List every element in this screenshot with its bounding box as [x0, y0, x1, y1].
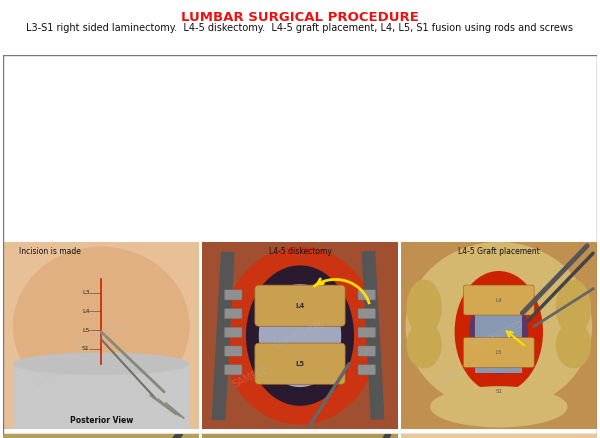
FancyBboxPatch shape	[358, 365, 376, 375]
Text: L4-5 Graft placement: L4-5 Graft placement	[458, 247, 539, 256]
FancyBboxPatch shape	[358, 327, 376, 338]
Text: COPYRIGHTED: COPYRIGHTED	[74, 320, 128, 351]
Text: L4: L4	[496, 297, 502, 303]
Ellipse shape	[455, 271, 543, 393]
Text: L5: L5	[82, 328, 89, 332]
Text: SAMPLE: SAMPLE	[430, 364, 469, 389]
Bar	[361, 251, 385, 420]
Text: COPYRIGHTED: COPYRIGHTED	[472, 320, 526, 351]
Ellipse shape	[556, 321, 591, 368]
Ellipse shape	[469, 290, 528, 374]
Ellipse shape	[13, 247, 190, 406]
FancyBboxPatch shape	[224, 365, 242, 375]
Text: L4: L4	[295, 303, 305, 309]
Text: L5: L5	[295, 361, 305, 367]
Text: S1: S1	[82, 346, 89, 351]
Text: L5: L5	[496, 350, 502, 355]
Ellipse shape	[13, 353, 190, 375]
Text: LUMBAR SURGICAL PROCEDURE: LUMBAR SURGICAL PROCEDURE	[181, 11, 419, 24]
FancyBboxPatch shape	[358, 290, 376, 300]
Ellipse shape	[246, 265, 354, 406]
FancyBboxPatch shape	[463, 338, 534, 367]
Text: Incision is made: Incision is made	[19, 247, 80, 256]
Text: L3-S1 right sided laminectomy.  L4-5 diskectomy.  L4-5 graft placement, L4, L5, : L3-S1 right sided laminectomy. L4-5 disk…	[26, 23, 574, 33]
Ellipse shape	[430, 386, 568, 427]
Bar	[212, 251, 235, 420]
FancyBboxPatch shape	[224, 290, 242, 300]
FancyBboxPatch shape	[255, 343, 345, 384]
FancyBboxPatch shape	[224, 346, 242, 356]
Text: SAMPLE: SAMPLE	[231, 364, 271, 389]
FancyBboxPatch shape	[463, 285, 534, 315]
Bar	[13, 364, 190, 429]
Ellipse shape	[556, 279, 591, 336]
Text: L4: L4	[82, 309, 89, 314]
FancyBboxPatch shape	[358, 308, 376, 319]
FancyBboxPatch shape	[255, 285, 345, 326]
Ellipse shape	[406, 242, 592, 410]
Ellipse shape	[406, 279, 442, 336]
Text: L4-5 diskectomy: L4-5 diskectomy	[269, 247, 331, 256]
Text: S1: S1	[496, 389, 502, 394]
Text: COPYRIGHTED: COPYRIGHTED	[273, 320, 327, 351]
Ellipse shape	[259, 284, 341, 387]
Text: SAMPLE: SAMPLE	[32, 364, 72, 389]
FancyBboxPatch shape	[224, 327, 242, 338]
Text: L3: L3	[82, 290, 89, 295]
Ellipse shape	[221, 247, 379, 424]
Ellipse shape	[406, 321, 442, 368]
Text: Posterior View: Posterior View	[70, 416, 133, 425]
FancyBboxPatch shape	[358, 346, 376, 356]
FancyBboxPatch shape	[224, 308, 242, 319]
Bar	[475, 294, 523, 373]
